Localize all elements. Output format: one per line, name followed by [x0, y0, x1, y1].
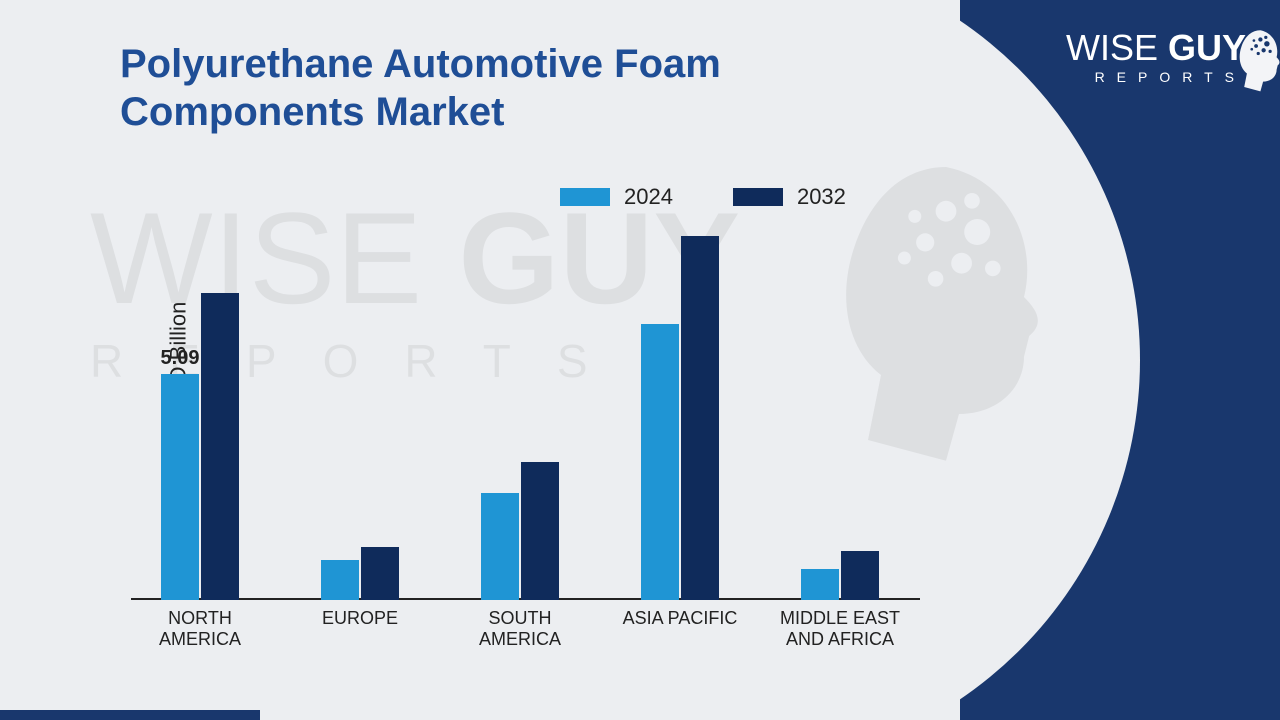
report-canvas: WISE GUY REPORTS WISE GUY REPORTS Polyur…: [0, 0, 1280, 720]
bottom-accent-strip: [0, 710, 260, 720]
bar-2024: [801, 569, 839, 600]
bar-group: MIDDLE EAST AND AFRICA: [801, 551, 879, 600]
bar-group: ASIA PACIFIC: [641, 236, 719, 600]
bar-2032: [681, 236, 719, 600]
brand-line1a: WISE: [1066, 27, 1168, 68]
brand-line2: REPORTS: [1066, 70, 1246, 84]
bar-2032: [361, 547, 399, 600]
bar-group: NORTH AMERICA5.09: [161, 293, 239, 600]
page-title: Polyurethane Automotive Foam Components …: [120, 40, 840, 136]
bar-2032: [521, 462, 559, 600]
chart-plot: NORTH AMERICA5.09 EUROPE SOUTH AMERICA ASIA…: [130, 200, 920, 600]
bar-2024: [321, 560, 359, 600]
bar-2032: [841, 551, 879, 600]
category-label: NORTH AMERICA: [130, 608, 270, 649]
value-label: 5.09: [161, 347, 200, 370]
category-label: ASIA PACIFIC: [610, 608, 750, 629]
brand-logo: WISE GUY REPORTS: [1066, 30, 1246, 84]
bar-2024: [641, 324, 679, 600]
bar-group: EUROPE: [321, 547, 399, 600]
category-label: SOUTH AMERICA: [450, 608, 590, 649]
bar-group: SOUTH AMERICA: [481, 462, 559, 600]
brand-head-icon: [1228, 24, 1280, 96]
bar-2024: [161, 374, 199, 600]
category-label: EUROPE: [290, 608, 430, 629]
bar-2024: [481, 493, 519, 600]
chart-area: Market Size in USD Billion 2024 2032 NOR…: [80, 180, 920, 680]
bar-2032: [201, 293, 239, 600]
category-label: MIDDLE EAST AND AFRICA: [770, 608, 910, 649]
